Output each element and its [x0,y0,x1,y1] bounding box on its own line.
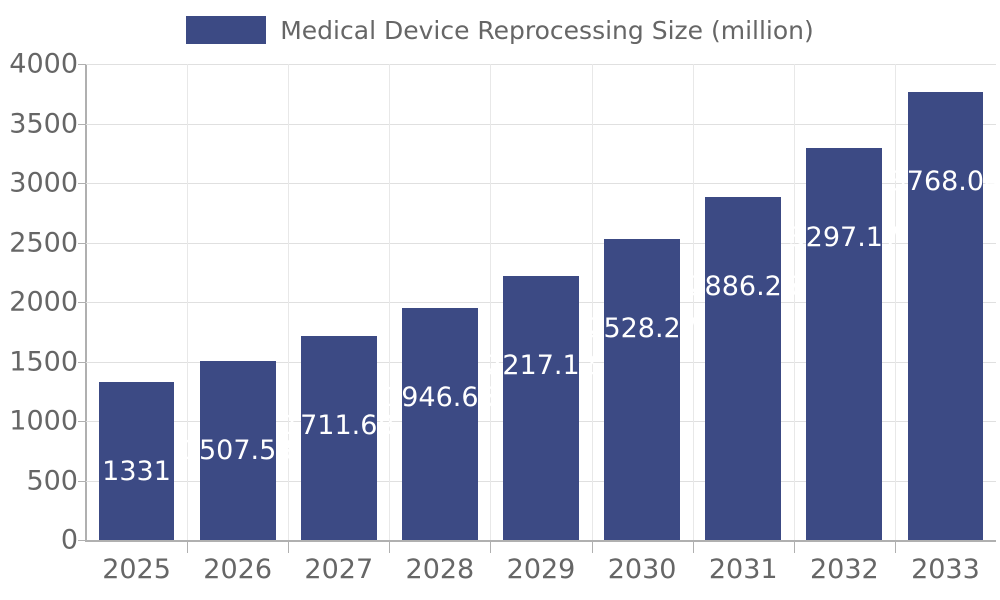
bar[interactable]: 1946.66 [384,308,496,540]
gridline-vertical [288,64,290,540]
bar-value-label: 2528.27 [586,313,698,345]
x-axis-tick-mark [288,541,290,553]
bar-value-label: 1507.53 [181,434,294,466]
plot-area: 1331 1507.53 1711.68 1946.66 2217.12 2528.27 2… [86,64,1000,540]
bar-value-label: 3297.17 [788,221,901,253]
y-axis-tick-label: 1500 [9,346,78,377]
x-axis-tick-mark [692,541,694,553]
y-axis-tick-mark [78,64,86,65]
gridline-vertical [187,64,189,540]
bar-value-label: 2886.26 [687,270,800,302]
legend-label: Medical Device Reprocessing Size (millio… [280,15,814,45]
y-axis-tick-label: 1000 [9,405,78,437]
y-axis-tick-mark [78,540,86,541]
x-axis-tick-mark [187,541,189,553]
bar[interactable]: 1331 [98,381,175,540]
x-axis-line [85,540,996,542]
y-axis-tick-mark [78,302,86,303]
x-axis-tick-mark [389,541,391,553]
x-axis-tick-label: 2031 [708,554,778,585]
gridline-horizontal [86,64,996,65]
x-axis-tick-label: 2026 [203,554,273,585]
x-axis-tick-mark [894,541,896,553]
x-axis-tick-label: 2027 [304,554,374,585]
bar-value-label: 1711.68 [282,410,395,442]
bar[interactable]: 3768.04 [890,91,1000,540]
y-axis-tick-label: 2000 [9,286,78,318]
bar-value-label: 3768.04 [889,165,1000,197]
x-axis-tick-label: 2030 [607,554,677,585]
chart-legend: Medical Device Reprocessing Size (millio… [0,10,1000,50]
y-axis-tick-mark [78,421,86,422]
y-axis-tick-mark [78,183,86,184]
x-axis-tick-mark [490,541,492,553]
x-axis-tick-label: 2029 [506,554,576,585]
y-axis-tick-label: 4000 [9,48,78,80]
gridline-vertical [894,64,896,540]
bar[interactable]: 2217.12 [485,276,597,540]
y-axis-tick-label: 3500 [9,108,78,139]
y-axis-tick-label: 500 [26,465,78,496]
gridline-vertical [692,64,694,540]
gridline-horizontal [86,242,996,244]
bar[interactable]: 3297.17 [788,147,900,540]
y-axis-tick-label: 3000 [9,167,78,199]
x-axis-tick-label: 2032 [809,554,879,585]
legend-color-swatch [186,16,267,44]
y-axis-tick-label: 2500 [9,227,78,258]
x-axis-tick-label: 2025 [102,554,171,585]
x-axis-tick-label: 2028 [405,554,475,585]
y-axis-tick-labels: 0 500 1000 1500 2000 2500 3000 3500 4000 [0,0,78,600]
gridline-vertical [490,64,492,540]
bar-value-label: 1946.66 [384,382,496,414]
y-axis-tick-label: 0 [60,524,78,556]
y-axis-tick-mark [78,123,86,125]
bar[interactable]: 1507.53 [182,360,293,540]
x-axis-tick-mark [591,541,593,553]
bar[interactable]: 2528.27 [586,239,698,540]
gridline-horizontal [86,183,996,184]
x-axis-tick-mark [793,541,795,553]
bar-value-label: 1331 [102,455,171,487]
gridline-vertical [389,64,391,540]
bar[interactable]: 1711.68 [283,336,395,540]
bar-value-label: 2217.12 [485,350,597,382]
gridline-horizontal [86,123,996,125]
gridline-vertical [793,64,795,540]
y-axis-tick-mark [78,242,86,244]
bar[interactable]: 2886.26 [687,196,799,540]
y-axis-tick-mark [78,361,86,363]
gridline-vertical [591,64,593,540]
y-axis-tick-mark [78,480,86,482]
x-axis-tick-label: 2033 [911,554,980,585]
